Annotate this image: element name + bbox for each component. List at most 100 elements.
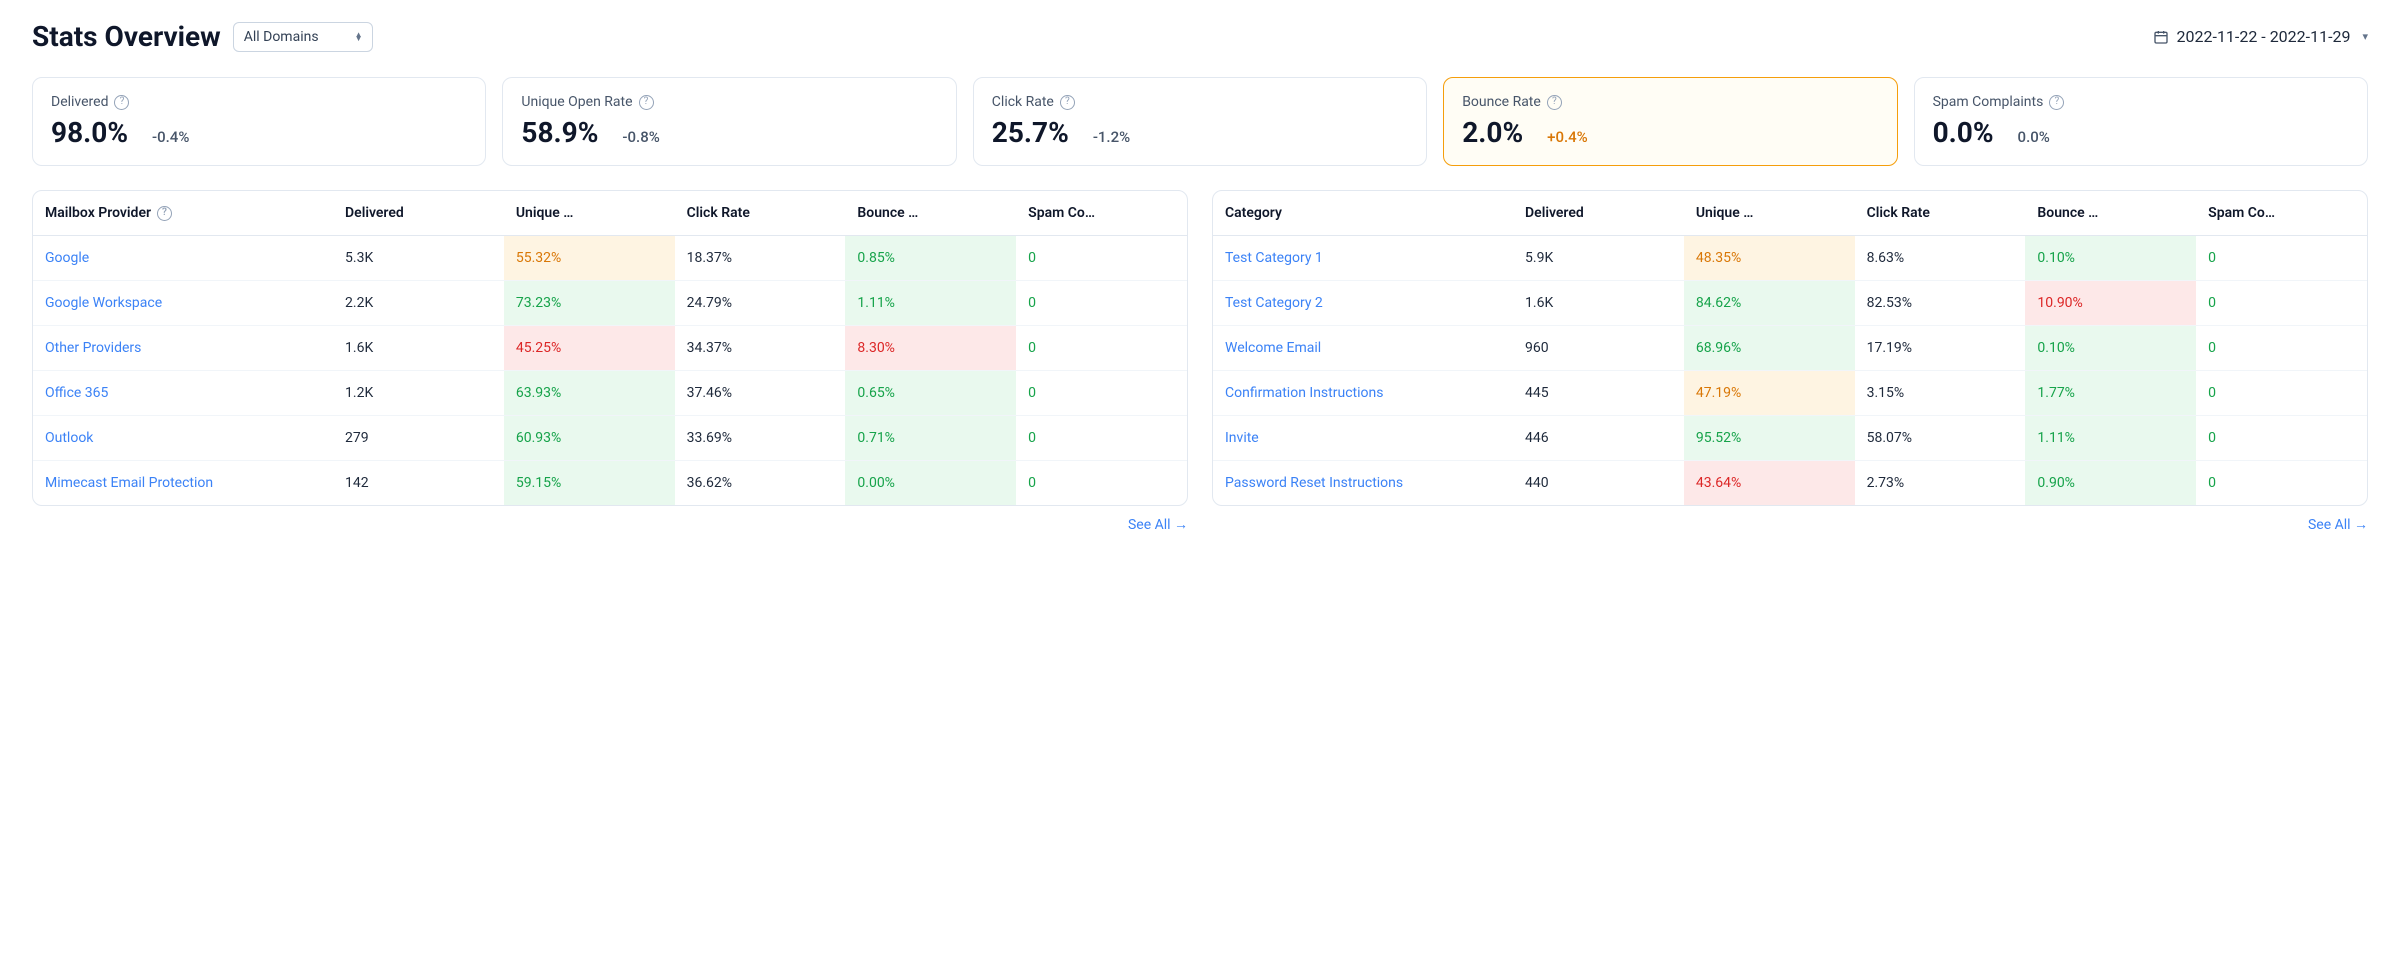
stat-card-delta: -0.4%: [152, 128, 189, 146]
cell-click: 2.73%: [1855, 461, 2026, 506]
cell-delivered: 5.3K: [333, 236, 504, 281]
categories-section: CategoryDeliveredUnique …Click RateBounc…: [1212, 190, 2368, 533]
page-title: Stats Overview: [32, 20, 221, 53]
table-column-header[interactable]: Mailbox Provider?: [33, 191, 333, 236]
help-icon[interactable]: ?: [157, 206, 172, 221]
cell-delivered: 5.9K: [1513, 236, 1684, 281]
row-name-link[interactable]: Other Providers: [33, 326, 333, 371]
stat-card-header: Click Rate?: [992, 94, 1408, 110]
table-row: Google Workspace2.2K73.23%24.79%1.11%0: [33, 281, 1187, 326]
cell-unique: 55.32%: [504, 236, 675, 281]
table-row: Office 3651.2K63.93%37.46%0.65%0: [33, 371, 1187, 416]
table-row: Mimecast Email Protection14259.15%36.62%…: [33, 461, 1187, 506]
table-column-header[interactable]: Category: [1213, 191, 1513, 236]
stat-card-body: 2.0%+0.4%: [1462, 116, 1878, 149]
stat-card[interactable]: Delivered? 98.0% -0.4%: [32, 77, 486, 166]
help-icon[interactable]: ?: [114, 95, 129, 110]
cell-unique: 45.25%: [504, 326, 675, 371]
table-row: Invite44695.52%58.07%1.11%0: [1213, 416, 2367, 461]
stat-card-value: 0.0%: [1933, 116, 1994, 149]
row-name-link[interactable]: Outlook: [33, 416, 333, 461]
stat-card-header: Delivered?: [51, 94, 467, 110]
table-row: Google5.3K55.32%18.37%0.85%0: [33, 236, 1187, 281]
cell-bounce: 0.10%: [2025, 326, 2196, 371]
help-icon[interactable]: ?: [1060, 95, 1075, 110]
table-column-header[interactable]: Click Rate: [1855, 191, 2026, 236]
cell-spam: 0: [1016, 371, 1187, 416]
cell-delivered: 279: [333, 416, 504, 461]
stat-card-value: 98.0%: [51, 116, 128, 149]
sort-caret-icon: ▲▼: [355, 33, 363, 41]
table-column-header[interactable]: Spam Co…: [1016, 191, 1187, 236]
title-group: Stats Overview All Domains ▲▼: [32, 20, 373, 53]
stat-card-value: 58.9%: [521, 116, 598, 149]
cell-bounce: 0.90%: [2025, 461, 2196, 506]
cell-bounce: 1.11%: [2025, 416, 2196, 461]
table-column-header[interactable]: Spam Co…: [2196, 191, 2367, 236]
stat-card[interactable]: Spam Complaints?0.0%0.0%: [1914, 77, 2368, 166]
cell-spam: 0: [2196, 371, 2367, 416]
table-column-header[interactable]: Unique …: [504, 191, 675, 236]
row-name-link[interactable]: Test Category 2: [1213, 281, 1513, 326]
row-name-link[interactable]: Google: [33, 236, 333, 281]
providers-table: Mailbox Provider?DeliveredUnique …Click …: [33, 191, 1187, 505]
cell-delivered: 142: [333, 461, 504, 506]
providers-table-body: Google5.3K55.32%18.37%0.85%0Google Works…: [33, 236, 1187, 506]
row-name-link[interactable]: Invite: [1213, 416, 1513, 461]
row-name-link[interactable]: Welcome Email: [1213, 326, 1513, 371]
cell-bounce: 0.00%: [845, 461, 1016, 506]
stat-card-label: Bounce Rate: [1462, 94, 1541, 110]
table-column-header[interactable]: Click Rate: [675, 191, 846, 236]
providers-table-card: Mailbox Provider?DeliveredUnique …Click …: [32, 190, 1188, 506]
table-row: Other Providers1.6K45.25%34.37%8.30%0: [33, 326, 1187, 371]
stat-card-body: 58.9%-0.8%: [521, 116, 937, 149]
column-label: Mailbox Provider: [45, 205, 151, 221]
help-icon[interactable]: ?: [639, 95, 654, 110]
cell-unique: 68.96%: [1684, 326, 1855, 371]
stat-card-label: Spam Complaints: [1933, 94, 2044, 110]
cell-bounce: 0.85%: [845, 236, 1016, 281]
cell-unique: 95.52%: [1684, 416, 1855, 461]
stat-card-label: Unique Open Rate: [521, 94, 632, 110]
help-icon[interactable]: ?: [1547, 95, 1562, 110]
row-name-link[interactable]: Confirmation Instructions: [1213, 371, 1513, 416]
table-column-header[interactable]: Delivered: [1513, 191, 1684, 236]
row-name-link[interactable]: Test Category 1: [1213, 236, 1513, 281]
cell-spam: 0: [1016, 281, 1187, 326]
table-row: Confirmation Instructions44547.19%3.15%1…: [1213, 371, 2367, 416]
cell-unique: 73.23%: [504, 281, 675, 326]
stat-card[interactable]: Click Rate?25.7%-1.2%: [973, 77, 1427, 166]
help-icon[interactable]: ?: [2049, 95, 2064, 110]
cell-unique: 59.15%: [504, 461, 675, 506]
domain-selector[interactable]: All Domains ▲▼: [233, 22, 374, 52]
table-row: Welcome Email96068.96%17.19%0.10%0: [1213, 326, 2367, 371]
providers-see-all-link[interactable]: See All →: [1128, 516, 1188, 533]
stat-card-value: 25.7%: [992, 116, 1069, 149]
categories-see-all-link[interactable]: See All →: [2308, 516, 2368, 533]
providers-see-all-row: See All →: [32, 506, 1188, 533]
row-name-link[interactable]: Google Workspace: [33, 281, 333, 326]
cell-bounce: 0.65%: [845, 371, 1016, 416]
date-range-picker[interactable]: 2022-11-22 - 2022-11-29 ▾: [2153, 27, 2368, 46]
categories-table-header: CategoryDeliveredUnique …Click RateBounc…: [1213, 191, 2367, 236]
cell-click: 37.46%: [675, 371, 846, 416]
domain-selector-label: All Domains: [244, 29, 319, 45]
cell-bounce: 1.77%: [2025, 371, 2196, 416]
cell-delivered: 1.6K: [333, 326, 504, 371]
cell-click: 3.15%: [1855, 371, 2026, 416]
table-column-header[interactable]: Bounce …: [2025, 191, 2196, 236]
table-column-header[interactable]: Unique …: [1684, 191, 1855, 236]
stat-card[interactable]: Bounce Rate? 2.0%+0.4%: [1443, 77, 1897, 166]
row-name-link[interactable]: Mimecast Email Protection: [33, 461, 333, 506]
cell-delivered: 1.2K: [333, 371, 504, 416]
table-column-header[interactable]: Bounce …: [845, 191, 1016, 236]
row-name-link[interactable]: Office 365: [33, 371, 333, 416]
stat-card[interactable]: Unique Open Rate? 58.9%-0.8%: [502, 77, 956, 166]
cell-delivered: 446: [1513, 416, 1684, 461]
cell-click: 17.19%: [1855, 326, 2026, 371]
row-name-link[interactable]: Password Reset Instructions: [1213, 461, 1513, 506]
cell-spam: 0: [1016, 326, 1187, 371]
table-column-header[interactable]: Delivered: [333, 191, 504, 236]
cell-delivered: 445: [1513, 371, 1684, 416]
cell-click: 24.79%: [675, 281, 846, 326]
